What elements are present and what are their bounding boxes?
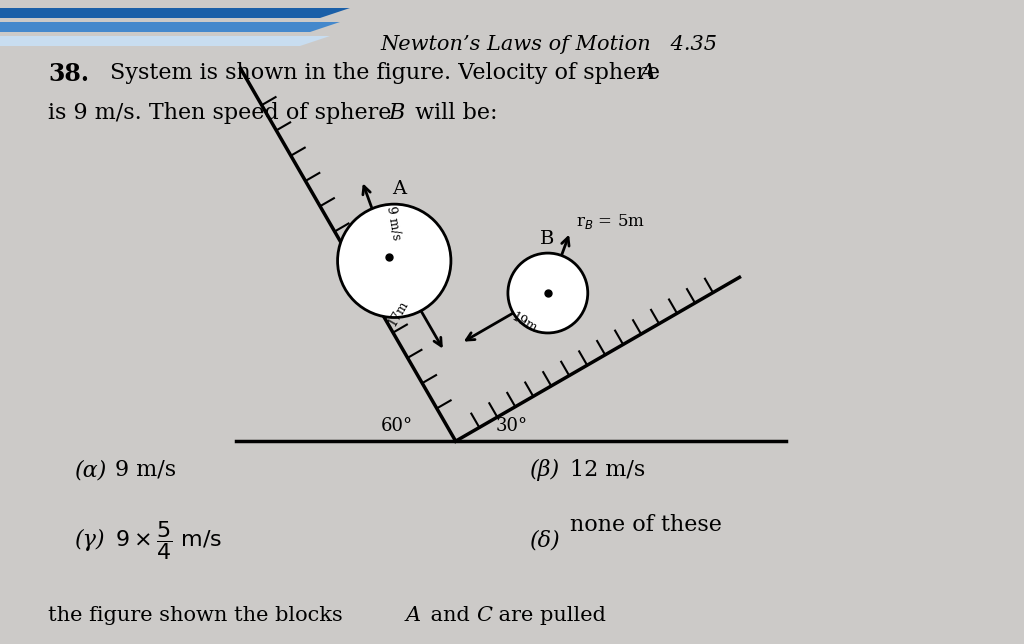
Text: r$_B$ = 5m: r$_B$ = 5m — [575, 212, 645, 231]
Circle shape — [508, 253, 588, 333]
Text: and: and — [424, 606, 476, 625]
Text: the figure shown the blocks: the figure shown the blocks — [48, 606, 349, 625]
Text: B: B — [388, 102, 404, 124]
Text: 12 m/s: 12 m/s — [570, 459, 645, 481]
Text: none of these: none of these — [570, 514, 722, 536]
Text: A: A — [392, 180, 407, 198]
Text: C: C — [476, 606, 492, 625]
Text: will be:: will be: — [408, 102, 498, 124]
Polygon shape — [0, 36, 330, 46]
Text: A: A — [640, 62, 656, 84]
Polygon shape — [0, 22, 340, 32]
Text: 30°: 30° — [496, 417, 527, 435]
Text: is 9 m/s. Then speed of sphere: is 9 m/s. Then speed of sphere — [48, 102, 398, 124]
Text: (δ): (δ) — [530, 529, 560, 551]
Text: B: B — [540, 230, 554, 248]
Text: are pulled: are pulled — [492, 606, 606, 625]
Text: $9 \times \dfrac{5}{4}$ m/s: $9 \times \dfrac{5}{4}$ m/s — [115, 519, 222, 562]
Text: 17m: 17m — [386, 298, 412, 328]
Circle shape — [338, 204, 451, 317]
Text: A: A — [406, 606, 421, 625]
Text: (β): (β) — [530, 459, 560, 481]
Text: Newton’s Laws of Motion   4.35: Newton’s Laws of Motion 4.35 — [380, 35, 717, 54]
Text: System is shown in the figure. Velocity of sphere: System is shown in the figure. Velocity … — [110, 62, 667, 84]
Text: (α): (α) — [75, 459, 108, 481]
Text: 19m: 19m — [509, 310, 540, 336]
Text: 9 m/s: 9 m/s — [115, 459, 176, 481]
Polygon shape — [0, 8, 350, 18]
Text: 60°: 60° — [381, 417, 413, 435]
Text: 38.: 38. — [48, 62, 89, 86]
Text: 9 m/s: 9 m/s — [384, 205, 402, 242]
Text: (γ): (γ) — [75, 529, 105, 551]
